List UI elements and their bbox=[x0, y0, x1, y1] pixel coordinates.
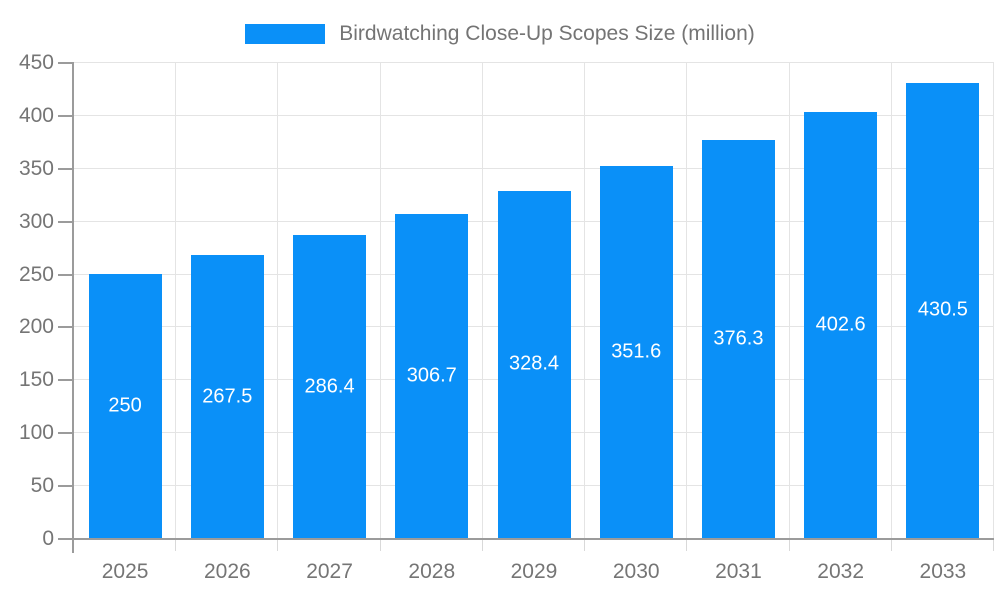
legend-swatch-icon bbox=[245, 24, 326, 44]
x-axis-tick bbox=[379, 540, 381, 551]
bar-value-label: 376.3 bbox=[713, 327, 764, 350]
bar-2029: 328.4 bbox=[497, 190, 571, 538]
x-axis-label: 2032 bbox=[817, 560, 865, 583]
legend[interactable]: Birdwatching Close-Up Scopes Size (milli… bbox=[0, 21, 1000, 47]
y-axis-label: 200 bbox=[18, 315, 54, 339]
x-axis-label: 2030 bbox=[612, 560, 660, 583]
gridline-v bbox=[175, 62, 177, 538]
gridline-v bbox=[788, 62, 790, 538]
bar-value-label: 351.6 bbox=[611, 340, 662, 363]
bar-value-label: 328.4 bbox=[508, 352, 560, 375]
gridline-v bbox=[379, 62, 381, 538]
gridline-v bbox=[481, 62, 483, 538]
y-axis-label: 100 bbox=[18, 421, 54, 445]
x-axis-label: 2031 bbox=[715, 560, 762, 583]
bar-value-label: 402.6 bbox=[815, 313, 866, 336]
x-axis-tick bbox=[584, 540, 586, 551]
y-axis-tick bbox=[58, 273, 72, 276]
bar-2026: 267.5 bbox=[190, 255, 264, 538]
bar-value-label: 250 bbox=[108, 394, 142, 417]
gridline-v bbox=[890, 62, 892, 538]
bar-value-label: 306.7 bbox=[406, 364, 457, 387]
y-axis-tick bbox=[58, 432, 72, 435]
y-axis-label: 0 bbox=[42, 527, 54, 550]
bar-2025: 250 bbox=[88, 273, 162, 538]
y-axis-tick bbox=[58, 538, 72, 540]
bar-value-label: 267.5 bbox=[202, 385, 253, 407]
x-axis-label: 2027 bbox=[306, 560, 353, 583]
x-axis-tick bbox=[890, 540, 892, 551]
bar-value-label: 286.4 bbox=[304, 375, 355, 398]
gridline-v bbox=[584, 62, 586, 538]
bar-2027: 286.4 bbox=[293, 235, 367, 538]
gridline-v bbox=[993, 62, 994, 538]
y-axis-tick bbox=[58, 167, 72, 170]
y-axis-tick bbox=[58, 326, 72, 329]
gridline-h bbox=[74, 167, 994, 169]
x-axis-tick bbox=[993, 540, 994, 551]
y-axis-label: 450 bbox=[18, 51, 54, 74]
legend-label: Birdwatching Close-Up Scopes Size (milli… bbox=[339, 22, 755, 45]
x-axis-line bbox=[72, 538, 994, 540]
y-axis-line bbox=[72, 62, 74, 553]
y-axis-tick bbox=[58, 114, 72, 117]
y-axis-tick bbox=[58, 485, 72, 488]
x-axis-tick bbox=[277, 540, 279, 551]
gridline-v bbox=[277, 62, 279, 538]
bar-2030: 351.6 bbox=[599, 166, 673, 538]
bar-2032: 402.6 bbox=[804, 112, 878, 538]
x-axis-label: 2026 bbox=[203, 560, 251, 583]
y-axis-tick bbox=[58, 62, 72, 64]
gridline-h bbox=[74, 114, 994, 116]
x-axis-label: 2028 bbox=[408, 560, 456, 583]
y-axis-label: 350 bbox=[18, 156, 54, 180]
x-axis-label: 2029 bbox=[510, 560, 558, 583]
y-axis-label: 150 bbox=[18, 368, 54, 392]
bar-2033: 430.5 bbox=[906, 82, 980, 538]
y-axis-label: 50 bbox=[30, 474, 54, 498]
x-axis-tick bbox=[686, 540, 688, 551]
y-axis-label: 250 bbox=[18, 262, 54, 286]
y-axis-tick bbox=[58, 220, 72, 223]
bar-2028: 306.7 bbox=[395, 213, 469, 538]
y-axis-label: 300 bbox=[18, 209, 54, 233]
x-axis-label: 2025 bbox=[101, 560, 149, 583]
gridline-h bbox=[74, 62, 994, 63]
y-axis-tick bbox=[58, 379, 72, 382]
bar-value-label: 430.5 bbox=[917, 298, 968, 321]
x-axis-label: 2033 bbox=[919, 560, 967, 583]
x-axis-tick bbox=[481, 540, 483, 551]
y-axis-label: 400 bbox=[18, 103, 54, 127]
x-axis-tick bbox=[788, 540, 790, 551]
bar-2031: 376.3 bbox=[701, 139, 775, 538]
x-axis-tick bbox=[175, 540, 177, 551]
gridline-v bbox=[686, 62, 688, 538]
